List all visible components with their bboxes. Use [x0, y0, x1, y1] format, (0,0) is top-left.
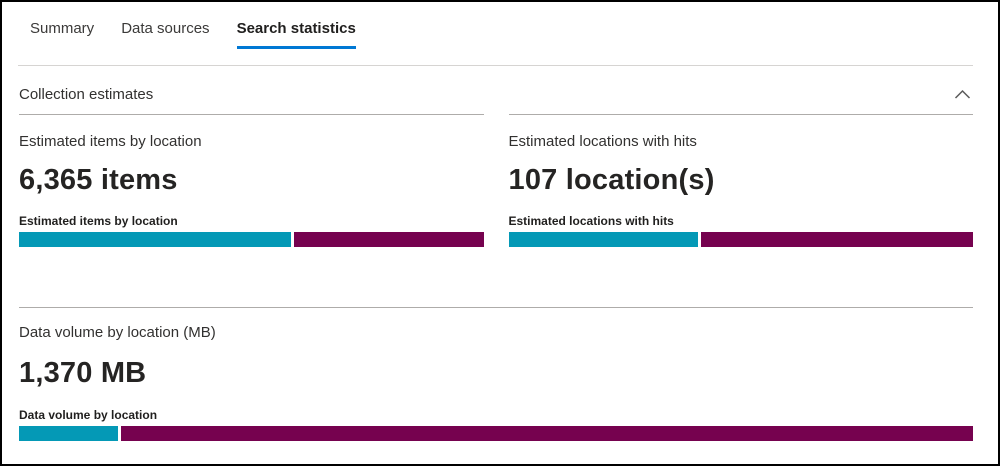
- panel-locations-with-hits: Estimated locations with hits 107 locati…: [508, 114, 973, 247]
- data-volume-value: 1,370 MB: [19, 357, 147, 389]
- tab-summary[interactable]: Summary: [30, 20, 95, 37]
- chevron-up-icon: [954, 88, 971, 103]
- bar-segment-teal: [19, 232, 292, 247]
- bar-segment-teal: [508, 232, 699, 247]
- bar-segment-purple: [701, 232, 973, 247]
- tab-bar: Summary Data sources Search statistics: [2, 2, 998, 49]
- collapse-section-button[interactable]: [952, 87, 973, 102]
- bar-segment-purple: [294, 232, 484, 247]
- panel-header: Estimated items by location: [19, 133, 202, 150]
- locations-with-hits-bar: [508, 232, 973, 247]
- tabbar-divider: [18, 65, 973, 66]
- bar-label: Data volume by location: [19, 408, 158, 422]
- panel-data-volume: Data volume by location (MB) 1,370 MB Da…: [19, 323, 973, 441]
- panel-header: Estimated locations with hits: [508, 133, 697, 150]
- locations-with-hits-value: 107 location(s): [508, 164, 715, 196]
- bar-segment-teal: [19, 426, 119, 441]
- bar-label: Estimated locations with hits: [508, 214, 674, 228]
- panel-header: Data volume by location (MB): [19, 324, 216, 341]
- bar-segment-purple: [121, 426, 973, 441]
- stats-columns: Estimated items by location 6,365 items …: [19, 114, 973, 247]
- data-volume-bar: [19, 426, 973, 441]
- estimated-items-value: 6,365 items: [19, 164, 178, 196]
- items-by-location-bar: [19, 232, 484, 247]
- tab-data-sources[interactable]: Data sources: [121, 20, 210, 37]
- tab-search-statistics[interactable]: Search statistics: [236, 19, 356, 49]
- panel-estimated-items: Estimated items by location 6,365 items …: [19, 114, 484, 247]
- section-divider: [19, 307, 973, 308]
- bar-label: Estimated items by location: [19, 214, 178, 228]
- collection-estimates-header: Collection estimates: [19, 84, 973, 104]
- section-title: Collection estimates: [19, 85, 154, 103]
